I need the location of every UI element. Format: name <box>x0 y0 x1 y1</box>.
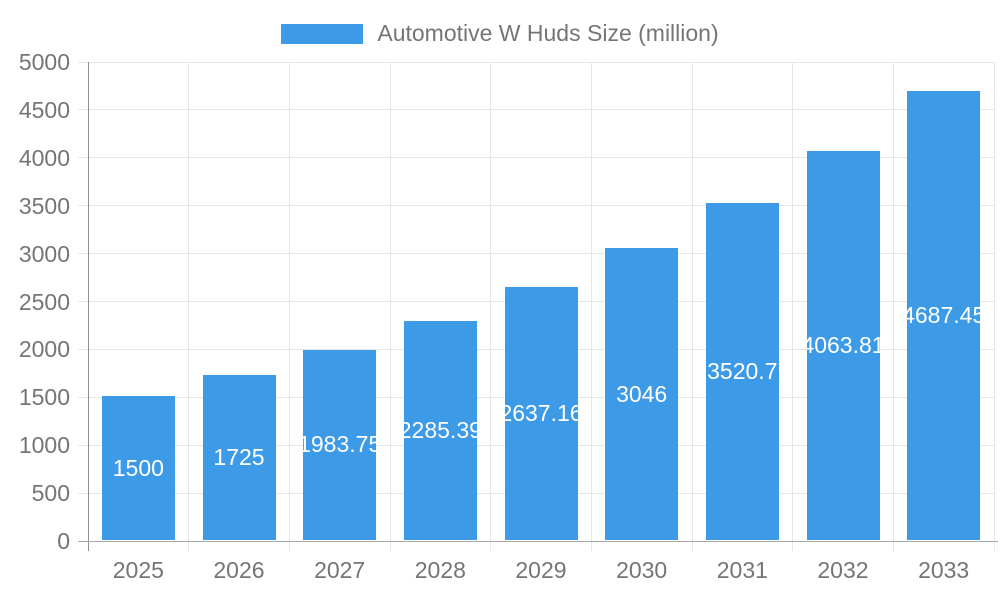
bar-2031[interactable]: 3520.7 <box>705 202 779 540</box>
y-tick-label: 1000 <box>18 432 70 459</box>
bar-value-label: 1725 <box>213 443 265 470</box>
gridline-v <box>792 62 794 551</box>
gridline-h <box>78 157 994 159</box>
bar-2029[interactable]: 2637.16 <box>504 287 578 540</box>
bar-value-label: 4063.81 <box>806 331 880 358</box>
x-tick-label: 2031 <box>716 557 768 583</box>
gridline-h <box>78 109 994 111</box>
bar-value-label: 1983.75 <box>303 431 377 458</box>
x-tick-label: 2026 <box>213 557 265 583</box>
x-tick-label: 2033 <box>918 557 970 583</box>
bar-value-label: 2637.16 <box>504 400 578 427</box>
legend-swatch-icon <box>281 23 364 44</box>
gridline-v <box>389 62 391 551</box>
x-tick-label: 2030 <box>616 557 668 583</box>
gridline-v <box>288 62 290 551</box>
gridline-v <box>490 62 492 551</box>
y-tick-label: 3500 <box>18 192 70 219</box>
chart-legend[interactable]: Automotive W Huds Size (million) <box>0 20 1000 47</box>
x-tick-label: 2027 <box>314 557 366 583</box>
y-tick-label: 5000 <box>18 49 70 75</box>
x-tick-label: 2025 <box>112 557 164 583</box>
x-tick-label: 2029 <box>515 557 567 583</box>
y-tick-label: 4500 <box>18 96 70 123</box>
gridline-v <box>892 62 894 551</box>
y-tick-label: 0 <box>57 528 70 554</box>
legend-series-label: Automotive W Huds Size (million) <box>377 20 719 46</box>
y-tick-label: 2500 <box>18 288 70 315</box>
bar-2025[interactable]: 1500 <box>101 396 175 540</box>
bar-value-label: 2285.39 <box>403 417 477 444</box>
gridline-h <box>78 253 994 255</box>
gridline-v <box>590 62 592 551</box>
gridline-h <box>78 61 994 63</box>
y-tick-label: 500 <box>31 480 70 507</box>
y-tick-label: 3000 <box>18 240 70 267</box>
x-axis-line <box>78 541 998 542</box>
gridline-v <box>188 62 190 551</box>
gridline-h <box>78 205 994 207</box>
bar-2026[interactable]: 1725 <box>202 374 276 540</box>
gridline-v <box>993 62 995 551</box>
plot-area: 0 500 1000 1500 2000 2500 3000 3500 4000 4500 5000… <box>19 49 998 583</box>
gridline-v <box>691 62 693 551</box>
y-tick-label: 4000 <box>18 144 70 171</box>
bar-2028[interactable]: 2285.39 <box>403 321 477 540</box>
bar-value-label: 1500 <box>112 454 164 481</box>
bar-value-label: 3520.7 <box>707 357 778 384</box>
bar-value-label: 4687.45 <box>907 301 981 328</box>
x-tick-label: 2032 <box>817 557 869 583</box>
bar-value-label: 3046 <box>616 380 668 407</box>
bar-2030[interactable]: 3046 <box>605 248 679 540</box>
y-tick-label: 1500 <box>18 384 70 411</box>
y-tick-label: 2000 <box>18 336 70 363</box>
bar-2032[interactable]: 4063.81 <box>806 150 880 540</box>
y-axis-line <box>88 62 89 551</box>
bar-2027[interactable]: 1983.75 <box>303 349 377 540</box>
bar-2033[interactable]: 4687.45 <box>907 90 981 540</box>
x-tick-label: 2028 <box>414 557 466 583</box>
